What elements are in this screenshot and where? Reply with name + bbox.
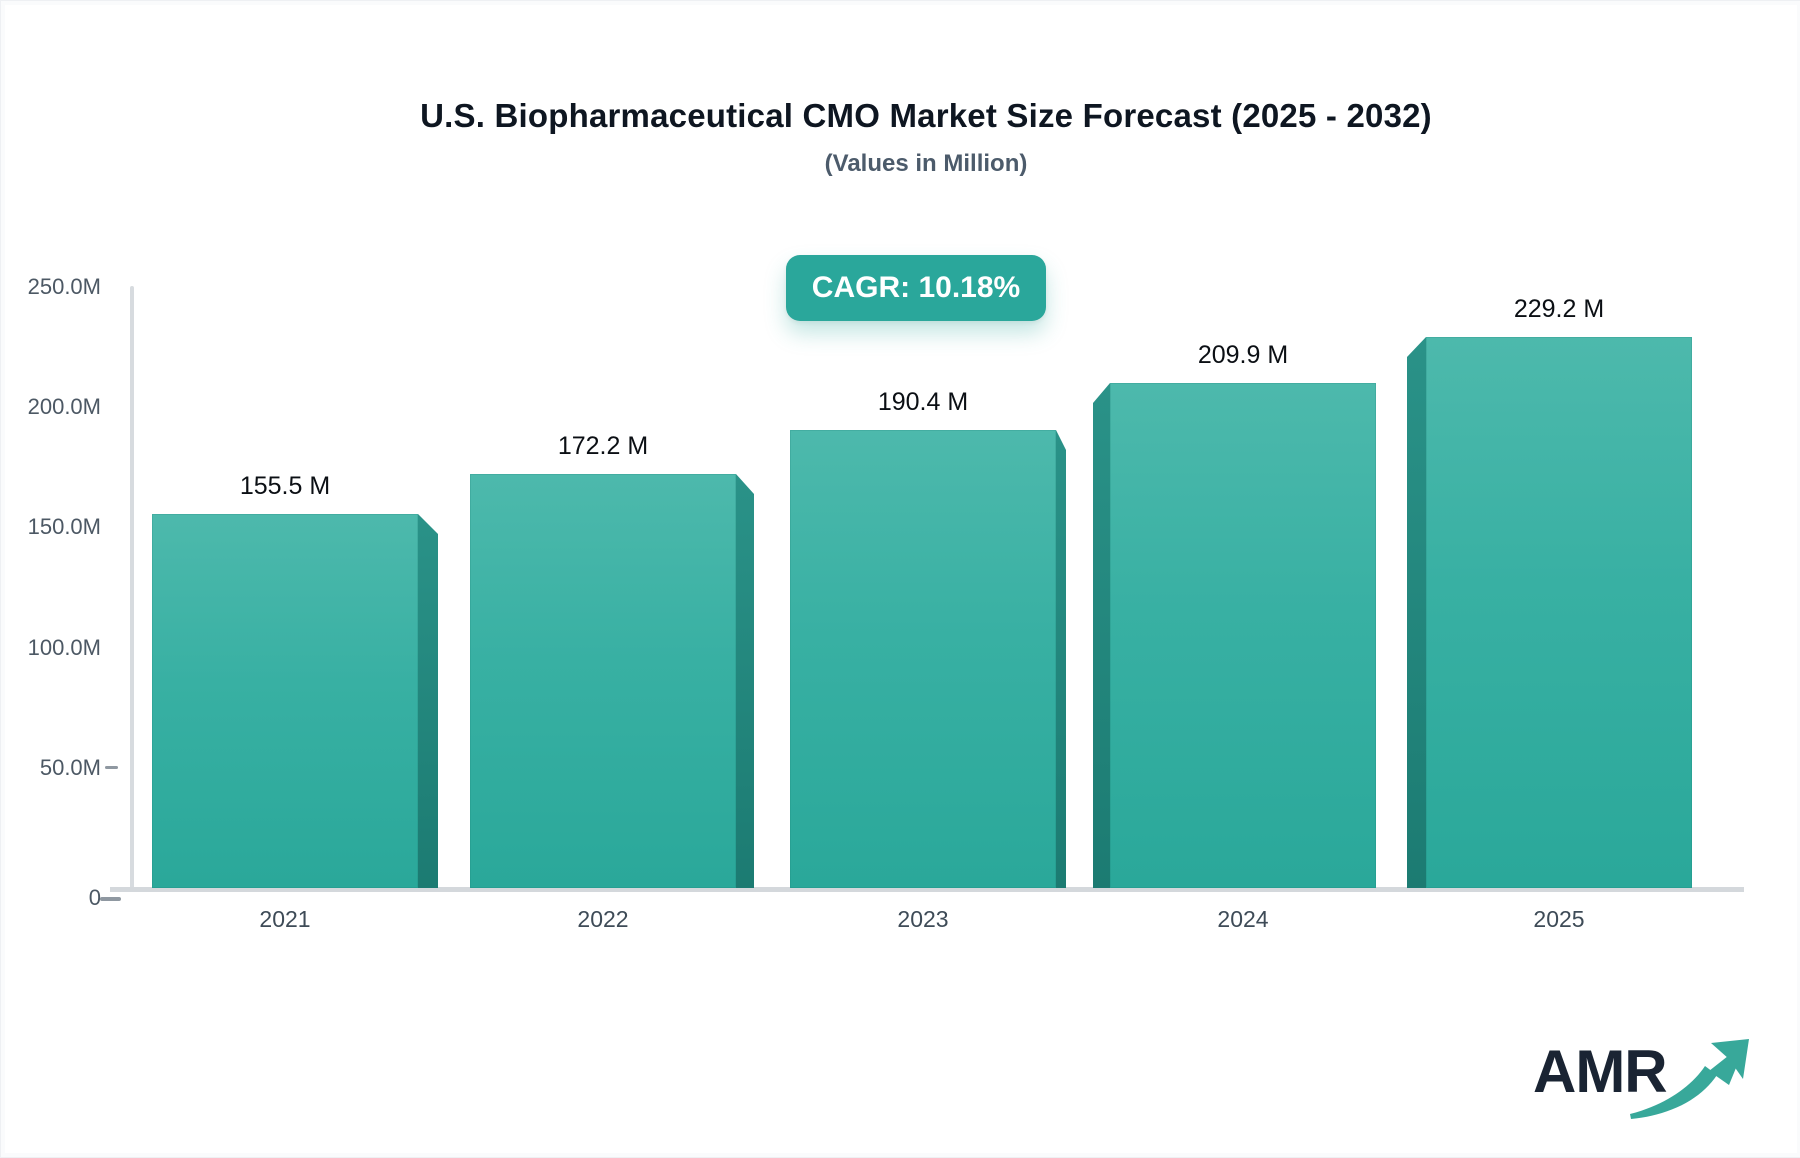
x-axis-line (110, 887, 1744, 892)
bar-2025[interactable] (1426, 337, 1692, 888)
y-tick-label: 150.0M (27, 514, 101, 540)
y-tick-label: 0 (88, 885, 101, 910)
logo-arrow-icon (1630, 1039, 1749, 1119)
bar-2024-side-face (1093, 383, 1110, 888)
bar-value-label-2023: 190.4 M (877, 388, 969, 416)
chart-title: U.S. Biopharmaceutical CMO Market Size F… (420, 97, 1432, 134)
bar-2024[interactable] (1110, 383, 1376, 888)
x-tick-label-2024: 2024 (1217, 906, 1269, 932)
x-tick-label-2022: 2022 (577, 906, 629, 932)
y-axis-tick-0 (100, 897, 121, 901)
x-tick-label-2025: 2025 (1533, 906, 1585, 932)
y-axis-line (130, 286, 134, 890)
bar-2022-side-face (736, 474, 754, 888)
bar-2025-side-face (1407, 337, 1426, 888)
y-tick-label: 100.0M (27, 634, 101, 660)
bar-value-label-2024: 209.9 M (1197, 341, 1289, 369)
y-tick-label: 250.0M (27, 274, 101, 299)
y-tick-label: 200.0M (27, 394, 101, 420)
bar-2021[interactable] (152, 514, 418, 888)
cagr-badge-label: CAGR: 10.18% (811, 271, 1021, 304)
x-tick-label-2023: 2023 (897, 906, 949, 932)
bar-value-label-2021: 155.5 M (239, 472, 331, 500)
bar-2023-side-face (1056, 430, 1066, 888)
bar-2022[interactable] (470, 474, 736, 888)
chart-subtitle: (Values in Million) (824, 150, 1028, 177)
y-axis-tick-50m (105, 766, 118, 769)
x-tick-label-2021: 2021 (259, 906, 311, 932)
bar-value-label-2025: 229.2 M (1513, 295, 1605, 323)
cagr-badge: CAGR: 10.18% (786, 255, 1046, 321)
bar-value-label-2022: 172.2 M (557, 432, 649, 460)
amr-logo: AMR (1533, 1037, 1753, 1127)
amr-logo-text: AMR (1533, 1038, 1668, 1105)
bar-2021-side-face (418, 514, 438, 888)
bar-2023[interactable] (790, 430, 1056, 888)
y-tick-label: 50.0M (39, 754, 101, 780)
